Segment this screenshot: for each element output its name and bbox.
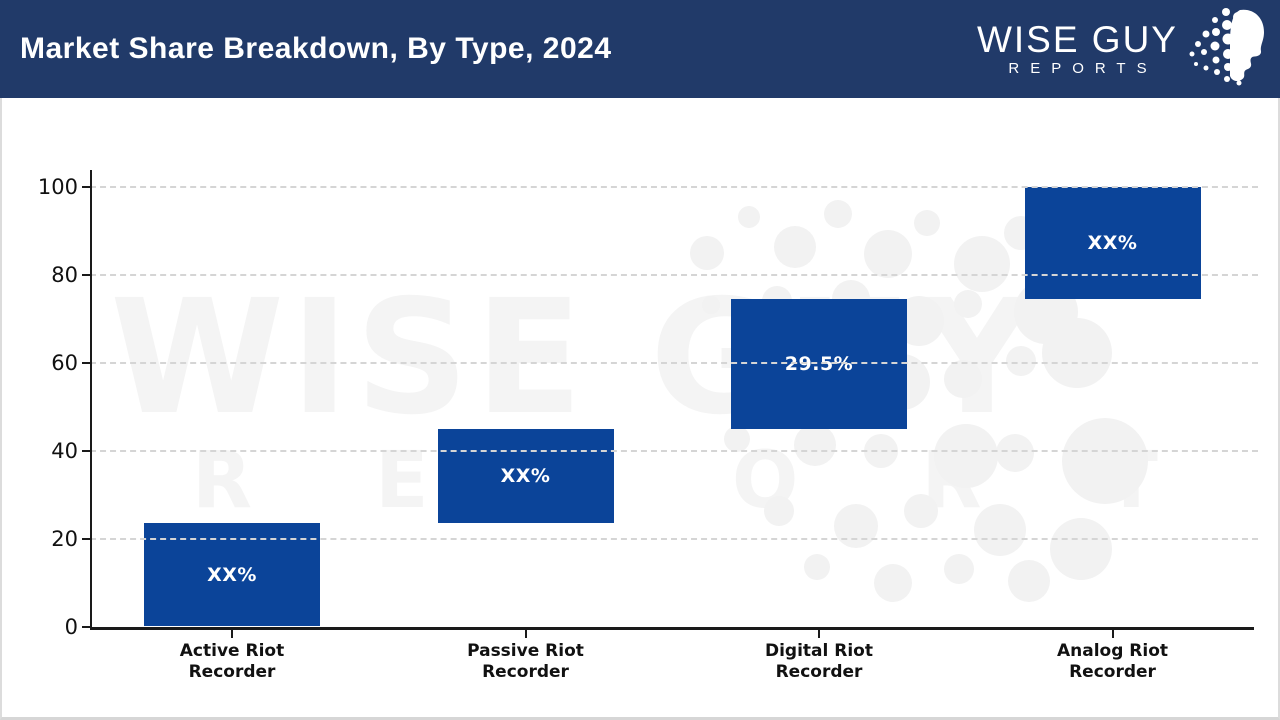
- watermark-dot: [764, 496, 794, 526]
- dotted-face-profile-icon: [1182, 4, 1266, 94]
- brand-name: WISE GUY: [976, 19, 1178, 61]
- watermark-dot: [774, 226, 816, 268]
- bar-segment: XX%: [1024, 187, 1201, 300]
- watermark-dot: [1050, 518, 1112, 580]
- y-axis-tick: [82, 625, 90, 628]
- watermark-dot: [904, 494, 938, 528]
- watermark-dot: [996, 434, 1034, 472]
- x-axis-tick: [818, 629, 820, 638]
- bar-segment: 29.5%: [731, 299, 907, 429]
- watermark-dot: [794, 424, 836, 466]
- watermark-dot: [954, 236, 1010, 292]
- watermark-dot: [824, 200, 852, 228]
- watermark-dot: [690, 236, 724, 270]
- watermark-dot: [954, 290, 982, 318]
- x-axis-tick: [524, 629, 527, 638]
- y-tick-label: 60: [51, 350, 78, 375]
- y-axis-tick: [82, 449, 90, 452]
- watermark-dot: [914, 210, 940, 236]
- brand-logo: WISE GUY REPORTS: [977, 4, 1280, 94]
- y-tick-label: 40: [51, 438, 78, 463]
- watermark-dot: [974, 504, 1026, 556]
- y-axis-tick: [82, 537, 90, 540]
- bar-value-label: XX%: [1087, 232, 1138, 255]
- watermark-dot: [1062, 418, 1148, 504]
- y-axis-line: [90, 170, 92, 629]
- y-tick-label: 80: [51, 262, 78, 287]
- category-label: Passive Riot Recorder: [467, 640, 584, 682]
- y-axis-tick: [82, 186, 90, 188]
- category-label: Active Riot Recorder: [179, 640, 285, 682]
- x-axis-line: [90, 626, 1254, 630]
- bar-value-label: XX%: [207, 563, 257, 586]
- watermark-dot: [1006, 346, 1036, 376]
- gridline: [90, 449, 1258, 452]
- gridline: [90, 537, 1258, 540]
- watermark-dot: [874, 564, 912, 602]
- bar-segment: XX%: [437, 428, 614, 524]
- x-axis-tick: [231, 629, 233, 638]
- watermark-dot: [864, 230, 912, 278]
- gridline: [90, 273, 1258, 276]
- bar-value-label: 29.5%: [784, 352, 854, 375]
- watermark-dot: [1042, 318, 1112, 388]
- gridline: [90, 186, 1258, 188]
- brand-logo-text: WISE GUY REPORTS: [976, 19, 1178, 77]
- watermark-dot: [702, 296, 720, 314]
- y-tick-label: 0: [64, 614, 78, 639]
- watermark-dot: [934, 424, 998, 488]
- watermark-dot: [804, 554, 830, 580]
- watermark-dot: [834, 504, 878, 548]
- y-tick-label: 100: [37, 175, 78, 199]
- y-axis-tick: [82, 361, 90, 364]
- bar-value-label: XX%: [500, 464, 551, 487]
- x-axis-tick: [1111, 629, 1114, 638]
- y-axis-tick: [82, 273, 90, 276]
- watermark-dot: [1008, 560, 1050, 602]
- watermark-dot: [724, 426, 750, 452]
- y-tick-label: 20: [51, 526, 78, 551]
- bar-segment: XX%: [144, 523, 320, 627]
- chart-canvas: WISE GUY R E P O R T S XX% XX% 29.5% XX% 0 20…: [0, 98, 1280, 720]
- watermark-dot: [738, 206, 760, 228]
- header-bar: Market Share Breakdown, By Type, 2024 WI…: [0, 0, 1280, 98]
- category-label: Digital Riot Recorder: [764, 640, 873, 682]
- page-title: Market Share Breakdown, By Type, 2024: [20, 32, 612, 65]
- gridline: [90, 361, 1258, 364]
- watermark-dot: [944, 554, 974, 584]
- category-label: Analog Riot Recorder: [1056, 640, 1169, 682]
- watermark-dot: [944, 360, 982, 398]
- brand-subname: REPORTS: [1008, 59, 1158, 77]
